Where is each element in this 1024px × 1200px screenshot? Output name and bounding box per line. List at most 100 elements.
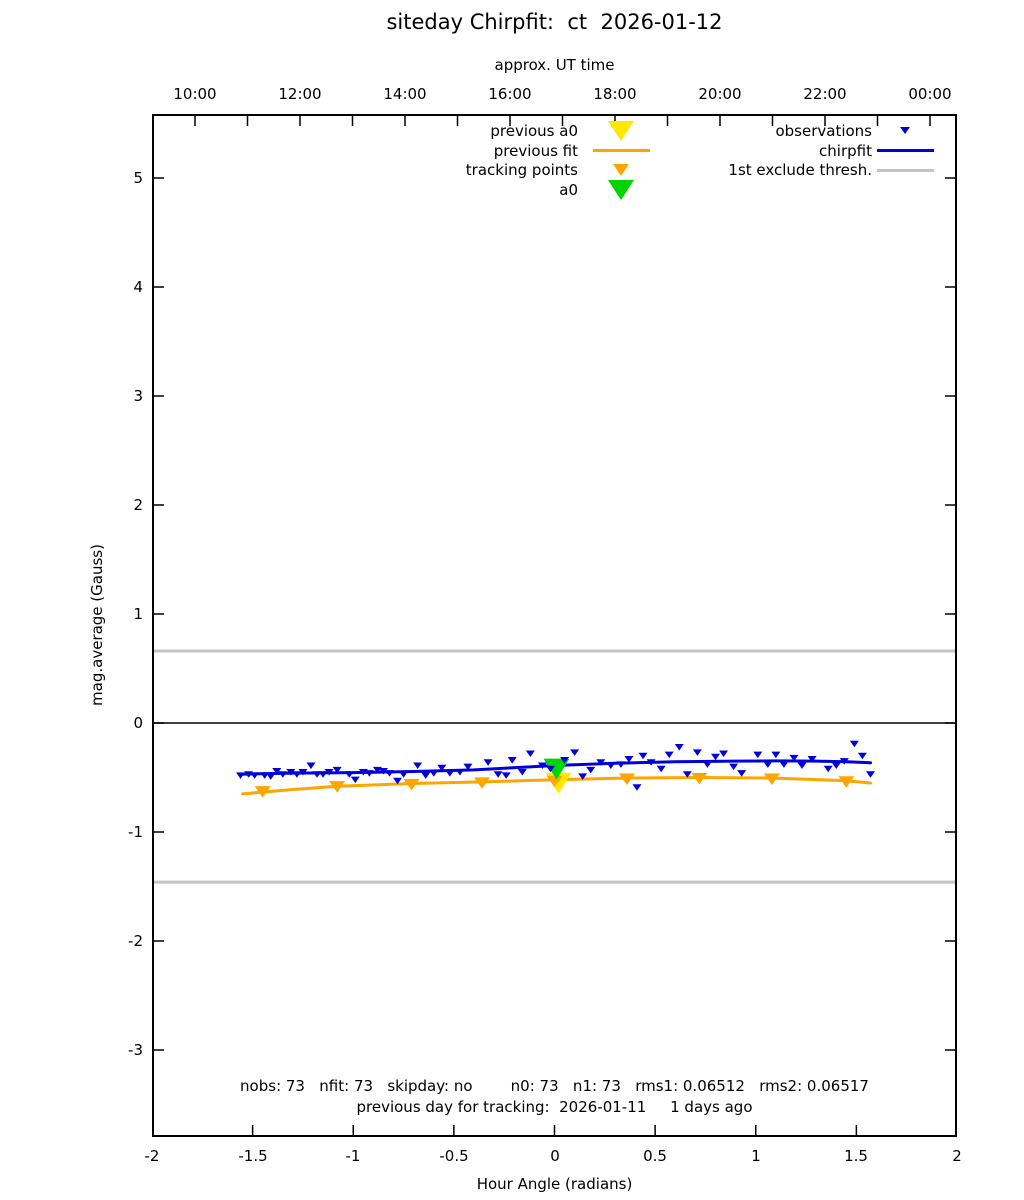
legend-label: 1st exclude thresh. <box>728 161 872 180</box>
legline-orange-legend-marker <box>592 149 650 153</box>
legend-right-column: observations chirpfit 1st exclude thresh. <box>0 121 938 180</box>
legend-label: chirpfit <box>819 141 872 160</box>
observations-marker <box>606 762 616 770</box>
observations-marker <box>682 771 692 778</box>
observations-marker <box>545 765 555 773</box>
observations-marker <box>445 770 455 777</box>
observations-marker <box>455 769 465 776</box>
observations-marker <box>711 753 720 761</box>
y-tick-label: 4 <box>133 278 143 296</box>
observations-marker <box>578 773 588 780</box>
observations-marker <box>272 767 282 775</box>
legline-gray-legend-marker <box>876 168 934 172</box>
plot-area <box>152 114 957 1137</box>
observations-marker <box>807 755 817 763</box>
observations-marker <box>306 762 316 770</box>
observations-marker <box>729 763 739 771</box>
observations-marker <box>702 761 712 768</box>
observations-marker <box>596 759 606 766</box>
x-tick-label: -1.5 <box>238 1147 268 1165</box>
legend-label: observations <box>775 121 872 140</box>
stats-line-2: previous day for tracking: 2026-01-11 1 … <box>356 1098 753 1116</box>
x2-tick-label: 14:00 <box>383 85 427 103</box>
observations-marker <box>789 754 799 762</box>
observations-marker <box>831 762 841 770</box>
x2-axis-title: approx. UT time <box>494 56 615 74</box>
plot-frame <box>152 114 957 1137</box>
x2-tick-label: 16:00 <box>488 85 532 103</box>
y-tick-label: 0 <box>133 714 143 732</box>
legend-left-column: previous a0 previous fit tracking points a0 <box>0 120 664 200</box>
x-tick-label: 0.5 <box>643 1147 667 1165</box>
legend-marker-box <box>578 179 664 200</box>
tracking-points-marker <box>403 778 420 791</box>
observations-marker <box>624 755 634 763</box>
tracking-points-marker <box>618 773 635 786</box>
observations-marker <box>266 773 276 780</box>
tracking-points-marker <box>254 786 271 798</box>
legend-entry: 1st exclude thresh. <box>0 160 938 180</box>
legend-entry: tracking points <box>0 160 664 180</box>
observations-marker <box>586 766 596 774</box>
tracking-points-marker <box>474 777 491 789</box>
observations-marker <box>344 771 354 778</box>
observations-marker <box>501 772 511 779</box>
observations-marker <box>753 751 763 759</box>
a0-marker <box>543 758 570 780</box>
legend-label: previous fit <box>493 141 578 160</box>
observations-marker <box>616 761 626 768</box>
observations-marker <box>560 757 570 764</box>
observations-marker <box>771 751 781 759</box>
observations-marker <box>692 749 702 756</box>
plot-title: siteday Chirpfit: ct 2026-01-12 <box>386 10 723 34</box>
legend-entry: chirpfit <box>0 141 938 161</box>
observations-marker <box>250 772 260 779</box>
observations-marker <box>292 771 302 778</box>
legend-marker-box <box>578 164 664 177</box>
observations-marker <box>646 759 656 766</box>
observations-marker <box>632 784 642 791</box>
x-tick-label: 0 <box>550 1147 560 1165</box>
x-tick-label: -2 <box>144 1147 160 1165</box>
tracking-points-marker <box>329 781 346 793</box>
x2-tick-label: 20:00 <box>698 85 742 103</box>
x-tick-label: -1 <box>345 1147 361 1165</box>
legline-blue-legend-marker <box>876 149 934 153</box>
observations-marker <box>525 750 535 758</box>
observations-marker <box>312 771 322 778</box>
y-tick-label: 1 <box>133 605 143 623</box>
y-tick-label: 3 <box>133 387 143 405</box>
x2-tick-label: 18:00 <box>593 85 637 103</box>
observations-marker <box>537 762 547 770</box>
y-tick-label: 5 <box>133 169 143 187</box>
observations-marker <box>350 776 360 784</box>
y-tick-label: 2 <box>133 496 143 514</box>
observations-marker <box>399 771 409 778</box>
tri-tiny-blue-legend-marker <box>900 127 910 135</box>
observations-marker <box>429 770 439 777</box>
legend-entry: previous fit <box>0 141 664 161</box>
observations-marker <box>384 770 394 777</box>
legend-entry: previous a0 <box>0 120 664 141</box>
legend-label: tracking points <box>465 161 578 180</box>
observations-marker <box>664 751 674 759</box>
observations-marker <box>236 772 246 779</box>
observations-marker <box>413 762 423 770</box>
observations-marker <box>797 762 807 770</box>
tri-big-green-legend-marker <box>608 179 634 200</box>
observations-marker <box>364 770 374 777</box>
x2-tick-label: 10:00 <box>173 85 217 103</box>
observations-marker <box>493 771 503 778</box>
legend-marker-box <box>872 168 938 172</box>
observations-marker <box>570 749 580 756</box>
legend-marker-box <box>872 127 938 135</box>
tracking-points-marker <box>691 773 708 785</box>
y-tick-label: -2 <box>128 932 143 950</box>
y-tick-label: -1 <box>128 823 143 841</box>
observations-marker <box>507 757 517 764</box>
observations-marker <box>737 770 747 777</box>
stats-line-1: nobs: 73 nfit: 73 skipday: no n0: 73 n1:… <box>240 1077 869 1095</box>
observations-marker <box>483 759 493 766</box>
observations-marker <box>763 761 773 768</box>
